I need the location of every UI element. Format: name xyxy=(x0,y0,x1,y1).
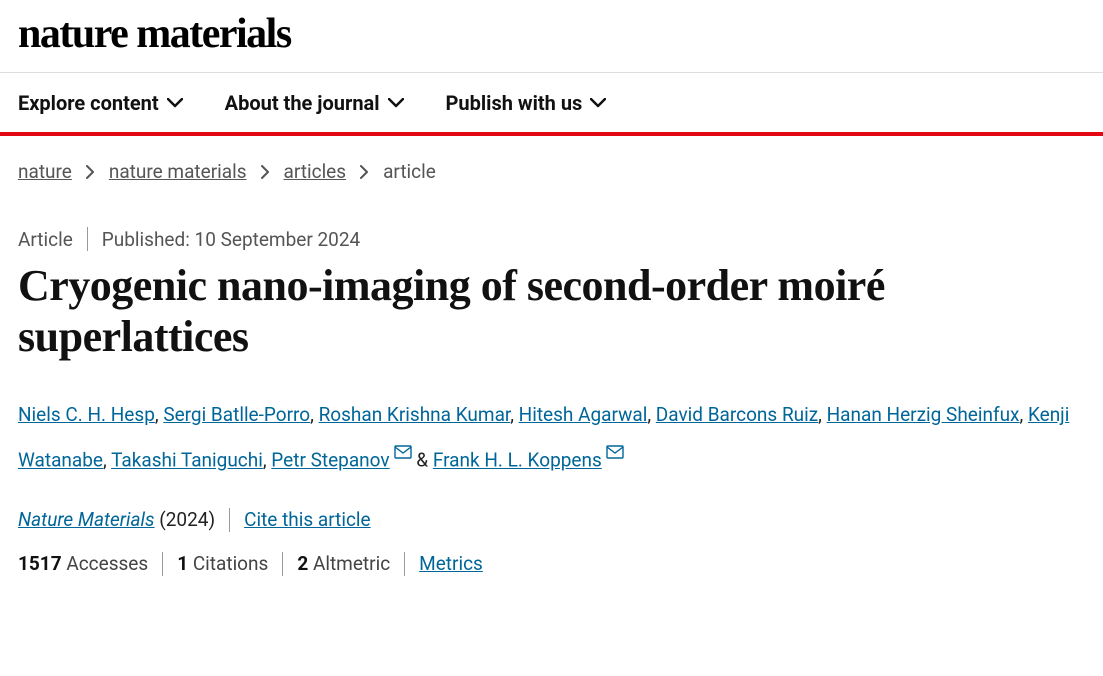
journal-link[interactable]: Nature Materials xyxy=(18,508,155,531)
journal-brand[interactable]: nature materials xyxy=(18,10,1085,58)
metrics-link[interactable]: Metrics xyxy=(419,552,483,575)
chevron-right-icon xyxy=(360,165,369,179)
divider xyxy=(87,227,88,251)
chevron-down-icon xyxy=(388,98,404,108)
breadcrumb-link-articles[interactable]: articles xyxy=(284,160,347,183)
article-type: Article xyxy=(18,228,73,251)
stat-accesses: 1517 Accesses xyxy=(18,552,148,575)
masthead: nature materials xyxy=(0,0,1103,72)
author-link[interactable]: Sergi Batlle-Porro xyxy=(163,403,310,426)
journal-ref: Nature Materials (2024) xyxy=(18,508,215,531)
article-stats: 1517 Accesses 1 Citations 2 Altmetric Me… xyxy=(18,552,1085,576)
author-link[interactable]: Niels C. H. Hesp xyxy=(18,403,155,426)
journal-year: (2024) xyxy=(159,508,215,531)
breadcrumb-link-nature-materials[interactable]: nature materials xyxy=(109,160,247,183)
article-title: Cryogenic nano-imaging of second-order m… xyxy=(18,261,1085,362)
breadcrumb-link-nature[interactable]: nature xyxy=(18,160,72,183)
chevron-down-icon xyxy=(167,98,183,108)
nav-publish-with-us[interactable]: Publish with us xyxy=(446,91,607,115)
breadcrumb-current: article xyxy=(383,160,436,183)
chevron-right-icon xyxy=(86,165,95,179)
divider xyxy=(229,508,230,532)
author-link[interactable]: Petr Stepanov xyxy=(271,449,389,472)
author-link[interactable]: Hitesh Agarwal xyxy=(519,403,648,426)
author-link[interactable]: Takashi Taniguchi xyxy=(111,449,263,472)
chevron-down-icon xyxy=(590,98,606,108)
author-link[interactable]: Hanan Herzig Sheinfux xyxy=(827,403,1020,426)
author-link[interactable]: Roshan Krishna Kumar xyxy=(319,403,511,426)
journal-citation-row: Nature Materials (2024) Cite this articl… xyxy=(18,508,1085,532)
author-link[interactable]: David Barcons Ruiz xyxy=(656,403,818,426)
cite-article-link[interactable]: Cite this article xyxy=(244,508,371,531)
nav-label: Explore content xyxy=(18,91,159,115)
article-content: nature nature materials articles article… xyxy=(0,136,1103,586)
stat-citations: 1 Citations xyxy=(177,552,268,575)
mail-icon[interactable] xyxy=(606,434,624,472)
author-link[interactable]: Frank H. L. Koppens xyxy=(433,449,602,472)
nav-about-journal[interactable]: About the journal xyxy=(225,91,404,115)
published-date: Published: 10 September 2024 xyxy=(102,228,360,251)
primary-nav: Explore content About the journal Publis… xyxy=(0,72,1103,136)
nav-label: About the journal xyxy=(225,91,380,115)
breadcrumb: nature nature materials articles article xyxy=(18,160,1085,183)
chevron-right-icon xyxy=(261,165,270,179)
divider xyxy=(282,552,283,576)
divider xyxy=(404,552,405,576)
nav-explore-content[interactable]: Explore content xyxy=(18,91,183,115)
author-list: Niels C. H. Hesp, Sergi Batlle-Porro, Ro… xyxy=(18,396,1085,479)
stat-altmetric: 2 Altmetric xyxy=(297,552,390,575)
nav-label: Publish with us xyxy=(446,91,583,115)
mail-icon[interactable] xyxy=(394,434,412,472)
divider xyxy=(162,552,163,576)
article-meta: Article Published: 10 September 2024 xyxy=(18,227,1085,251)
